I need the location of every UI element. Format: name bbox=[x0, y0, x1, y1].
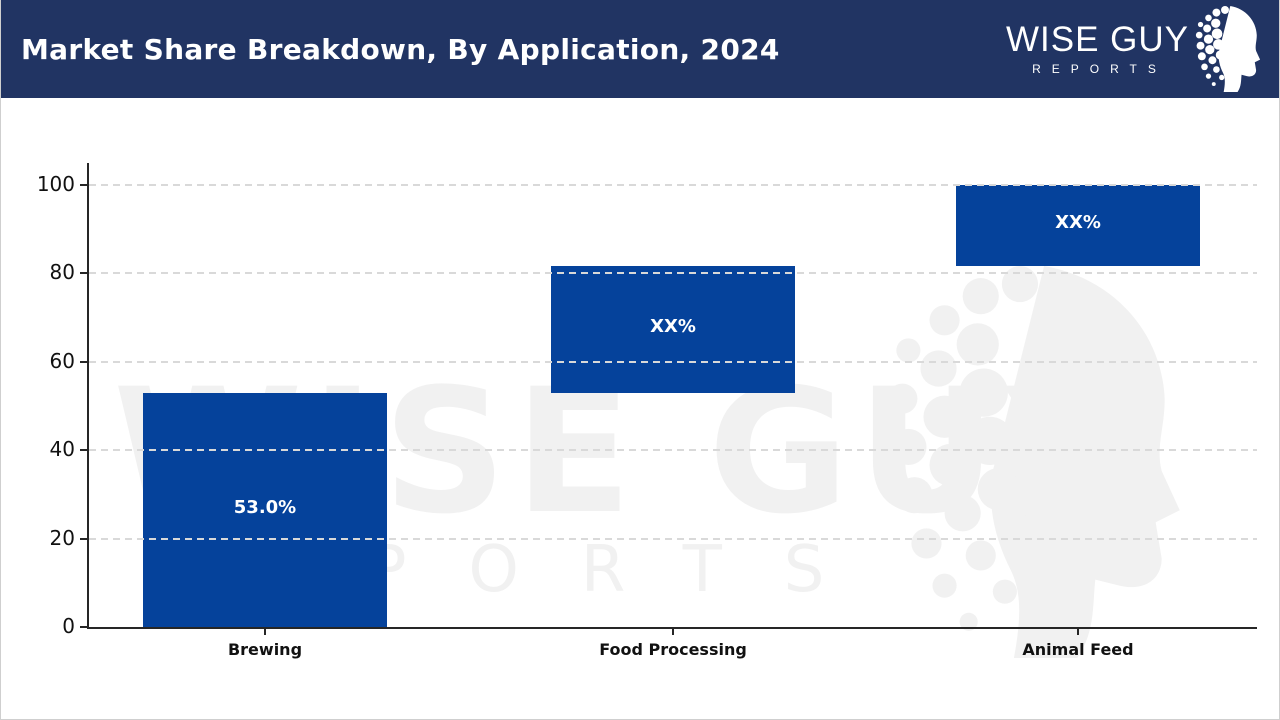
gridline bbox=[89, 360, 1257, 363]
y-tick-mark bbox=[80, 449, 88, 452]
bar-value-label: XX% bbox=[650, 316, 696, 338]
logo-reports-label: REPORTS bbox=[1032, 62, 1167, 76]
x-tick-label: Animal Feed bbox=[1022, 640, 1134, 659]
y-tick-label: 80 bbox=[49, 260, 75, 285]
y-tick-label: 100 bbox=[36, 172, 75, 196]
x-tick-label: Brewing bbox=[227, 640, 303, 659]
x-tick-mark bbox=[672, 627, 674, 635]
y-axis bbox=[87, 163, 89, 627]
y-tick-mark bbox=[80, 272, 88, 275]
x-tick-mark bbox=[1077, 627, 1079, 635]
chart-title: Market Share Breakdown, By Application, … bbox=[21, 32, 780, 66]
y-tick-label: 40 bbox=[49, 437, 75, 462]
x-tick-mark bbox=[264, 627, 266, 635]
y-tick-mark bbox=[80, 184, 88, 186]
header: Market Share Breakdown, By Application, … bbox=[1, 0, 1279, 98]
logo-wiseguy-label: WISE GUY bbox=[1005, 20, 1189, 59]
bar-value-label: XX% bbox=[1055, 212, 1101, 234]
watermark-head-icon bbox=[887, 266, 1180, 658]
gridline bbox=[89, 272, 1257, 275]
y-tick-label: 60 bbox=[49, 348, 75, 373]
x-axis bbox=[87, 627, 1257, 629]
y-tick-mark bbox=[80, 360, 88, 363]
x-tick-label: Food Processing bbox=[599, 640, 747, 659]
chart-area: WISE GUY REPORTS 0 20 40 60 80 100 53.0% Brewin… bbox=[1, 98, 1279, 719]
brand-logo: WISE GUY REPORTS bbox=[1006, 6, 1261, 92]
gridline bbox=[89, 449, 1257, 452]
y-tick-label: 20 bbox=[49, 525, 75, 550]
wiseguy-head-icon bbox=[1195, 6, 1261, 92]
gridline bbox=[89, 184, 1257, 186]
y-tick-mark bbox=[80, 537, 88, 540]
y-tick-label: 0 bbox=[62, 614, 75, 638]
brand-logo-text: WISE GUY REPORTS bbox=[1006, 22, 1189, 76]
y-tick-mark bbox=[80, 626, 88, 628]
bar bbox=[143, 392, 387, 627]
gridline bbox=[89, 537, 1257, 540]
bar-value-label: 53.0% bbox=[233, 496, 297, 518]
bar bbox=[956, 185, 1200, 266]
bar bbox=[551, 265, 795, 393]
